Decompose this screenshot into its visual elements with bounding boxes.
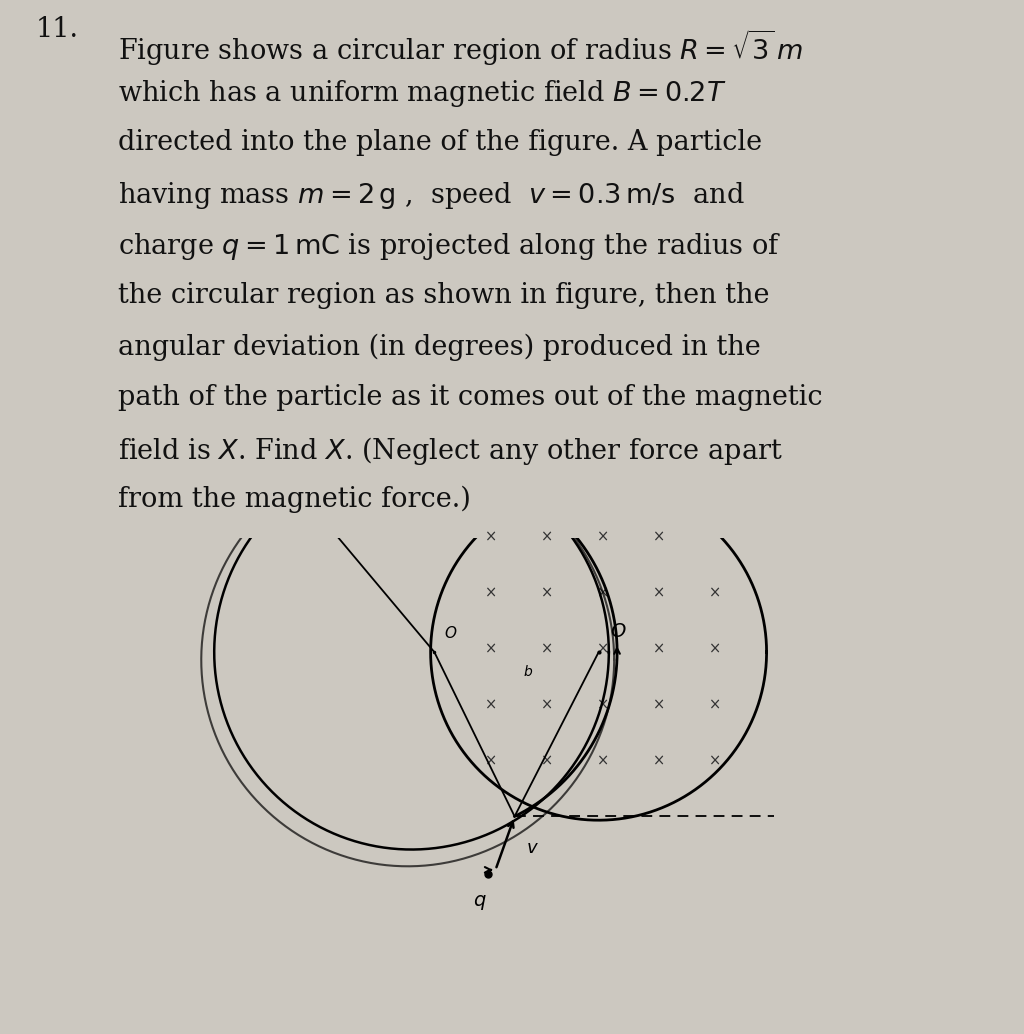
Text: $\times$: $\times$ bbox=[484, 585, 497, 600]
Text: $\times$: $\times$ bbox=[709, 697, 721, 711]
Text: $q$: $q$ bbox=[473, 892, 487, 912]
Text: $v$: $v$ bbox=[526, 840, 539, 857]
Text: $\times$: $\times$ bbox=[652, 585, 665, 600]
Text: $O$: $O$ bbox=[444, 625, 458, 641]
Text: $\times$: $\times$ bbox=[652, 754, 665, 767]
Text: $\times$: $\times$ bbox=[541, 697, 553, 711]
Text: which has a uniform magnetic field $B=0.2T$: which has a uniform magnetic field $B=0.… bbox=[118, 79, 726, 110]
Text: $\times$: $\times$ bbox=[709, 585, 721, 600]
Text: Figure shows a circular region of radius $R=\sqrt{3}\,m$: Figure shows a circular region of radius… bbox=[118, 28, 803, 68]
Text: $O$: $O$ bbox=[610, 622, 627, 641]
Text: $b$: $b$ bbox=[522, 664, 532, 678]
Text: $\times$: $\times$ bbox=[596, 585, 608, 600]
Text: $\times$: $\times$ bbox=[652, 641, 665, 656]
Text: $\times$: $\times$ bbox=[541, 641, 553, 656]
Text: $\times$: $\times$ bbox=[541, 754, 553, 767]
Text: $\times$: $\times$ bbox=[484, 641, 497, 656]
Text: $\times$: $\times$ bbox=[652, 529, 665, 544]
Text: $\times$: $\times$ bbox=[709, 754, 721, 767]
Text: $\times$: $\times$ bbox=[596, 529, 608, 544]
Text: directed into the plane of the figure. A particle: directed into the plane of the figure. A… bbox=[118, 129, 762, 156]
Text: field is $X$. Find $X$. (Neglect any other force apart: field is $X$. Find $X$. (Neglect any oth… bbox=[118, 435, 782, 467]
Text: angular deviation (in degrees) produced in the: angular deviation (in degrees) produced … bbox=[118, 333, 761, 361]
Text: $\times$: $\times$ bbox=[541, 585, 553, 600]
Text: $\times$: $\times$ bbox=[541, 529, 553, 544]
Text: the circular region as shown in figure, then the: the circular region as shown in figure, … bbox=[118, 282, 769, 309]
Text: 11.: 11. bbox=[36, 17, 79, 43]
Text: charge $q=1\,\mathrm{mC}$ is projected along the radius of: charge $q=1\,\mathrm{mC}$ is projected a… bbox=[118, 232, 781, 263]
Text: path of the particle as it comes out of the magnetic: path of the particle as it comes out of … bbox=[118, 385, 822, 412]
Text: from the magnetic force.): from the magnetic force.) bbox=[118, 486, 471, 514]
Text: $\times$: $\times$ bbox=[596, 641, 608, 656]
Text: $\times$: $\times$ bbox=[596, 697, 608, 711]
Text: $\times$: $\times$ bbox=[484, 529, 497, 544]
Text: $\times$: $\times$ bbox=[709, 641, 721, 656]
Text: $\times$: $\times$ bbox=[596, 754, 608, 767]
Text: $\times$: $\times$ bbox=[484, 697, 497, 711]
Text: $\times$: $\times$ bbox=[484, 754, 497, 767]
Text: having mass $m=2\,\mathrm{g}$ ,  speed  $v=0.3\,\mathrm{m/s}$  and: having mass $m=2\,\mathrm{g}$ , speed $v… bbox=[118, 180, 744, 211]
Text: $\times$: $\times$ bbox=[652, 697, 665, 711]
